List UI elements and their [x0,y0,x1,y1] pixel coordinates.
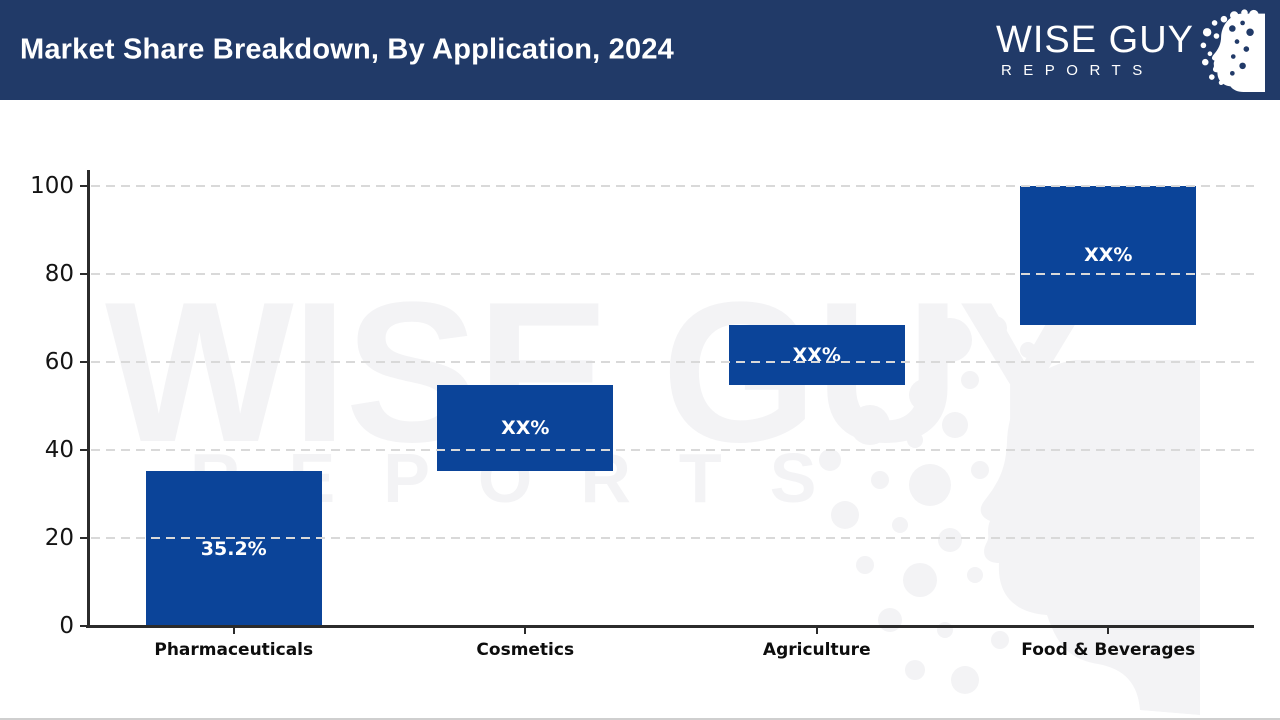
bar-value-label: 35.2% [200,537,267,560]
y-tick-label: 0 [59,613,74,639]
wise-guy-logo: WISE GUY REPORTS [996,8,1266,92]
header-bar: Market Share Breakdown, By Application, … [0,0,1280,100]
x-tick [524,626,527,634]
logo-wordmark: WISE GUY [995,19,1194,62]
gridline-80 [91,273,1254,275]
x-tick [1107,626,1110,634]
bar-value-label: XX% [501,417,550,440]
bar-pharmaceuticals [145,471,322,626]
category-label: Food & Beverages [1021,640,1196,660]
category-label: Cosmetics [476,640,575,660]
y-tick [80,449,88,451]
y-tick-label: 100 [30,173,74,199]
page-title: Market Share Breakdown, By Application, … [20,33,674,66]
x-tick [815,626,818,634]
logo-subtitle: REPORTS [1000,61,1154,79]
bar-food-beverages [1020,186,1197,325]
y-tick [80,361,88,363]
gridline-20 [91,537,1254,539]
category-label: Pharmaceuticals [154,640,314,660]
x-tick [232,626,235,634]
bar-cosmetics [437,385,614,472]
bar-value-label: XX% [1084,244,1133,267]
y-axis-line [87,170,90,628]
bar-agriculture [728,324,905,386]
y-tick-label: 40 [44,437,74,463]
logo-head-icon [1200,9,1265,92]
x-axis-line [86,625,1254,628]
y-tick [80,537,88,539]
gridline-40 [91,449,1254,451]
y-tick [80,625,88,627]
category-label: Agriculture [762,640,871,660]
logo-text: WISE GUY REPORTS [995,19,1194,79]
y-tick-label: 80 [44,261,74,287]
bar-value-label: XX% [792,343,841,366]
gridline-100 [91,185,1254,187]
y-tick-label: 20 [44,525,74,551]
y-tick-label: 60 [44,349,74,375]
y-tick [80,273,88,275]
gridline-60 [91,361,1254,363]
y-tick [80,185,88,187]
